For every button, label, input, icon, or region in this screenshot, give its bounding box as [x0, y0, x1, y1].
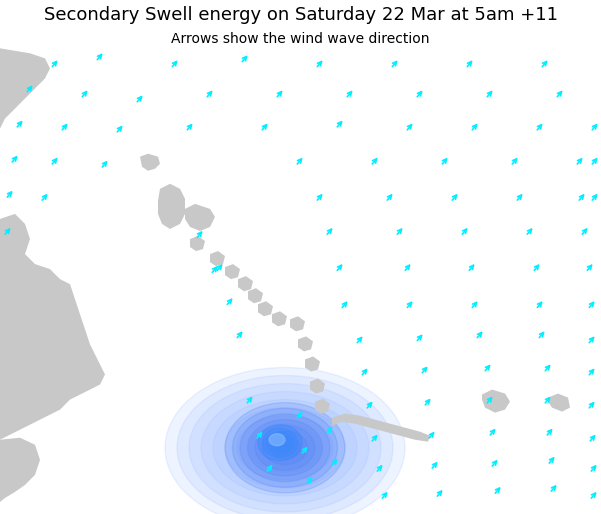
- Ellipse shape: [271, 435, 289, 450]
- Ellipse shape: [263, 428, 297, 457]
- Text: Arrows show the wind wave direction: Arrows show the wind wave direction: [171, 32, 430, 46]
- Ellipse shape: [267, 432, 293, 453]
- Ellipse shape: [177, 376, 393, 514]
- Ellipse shape: [225, 402, 345, 493]
- Ellipse shape: [276, 439, 284, 446]
- Ellipse shape: [240, 414, 330, 482]
- Ellipse shape: [269, 434, 285, 446]
- Ellipse shape: [258, 425, 302, 461]
- Ellipse shape: [255, 425, 315, 470]
- Text: Secondary Swell energy on Saturday 22 Mar at 5am +11: Secondary Swell energy on Saturday 22 Ma…: [43, 7, 558, 25]
- Ellipse shape: [233, 408, 338, 487]
- Ellipse shape: [248, 419, 323, 476]
- Ellipse shape: [165, 368, 405, 514]
- Ellipse shape: [189, 383, 381, 512]
